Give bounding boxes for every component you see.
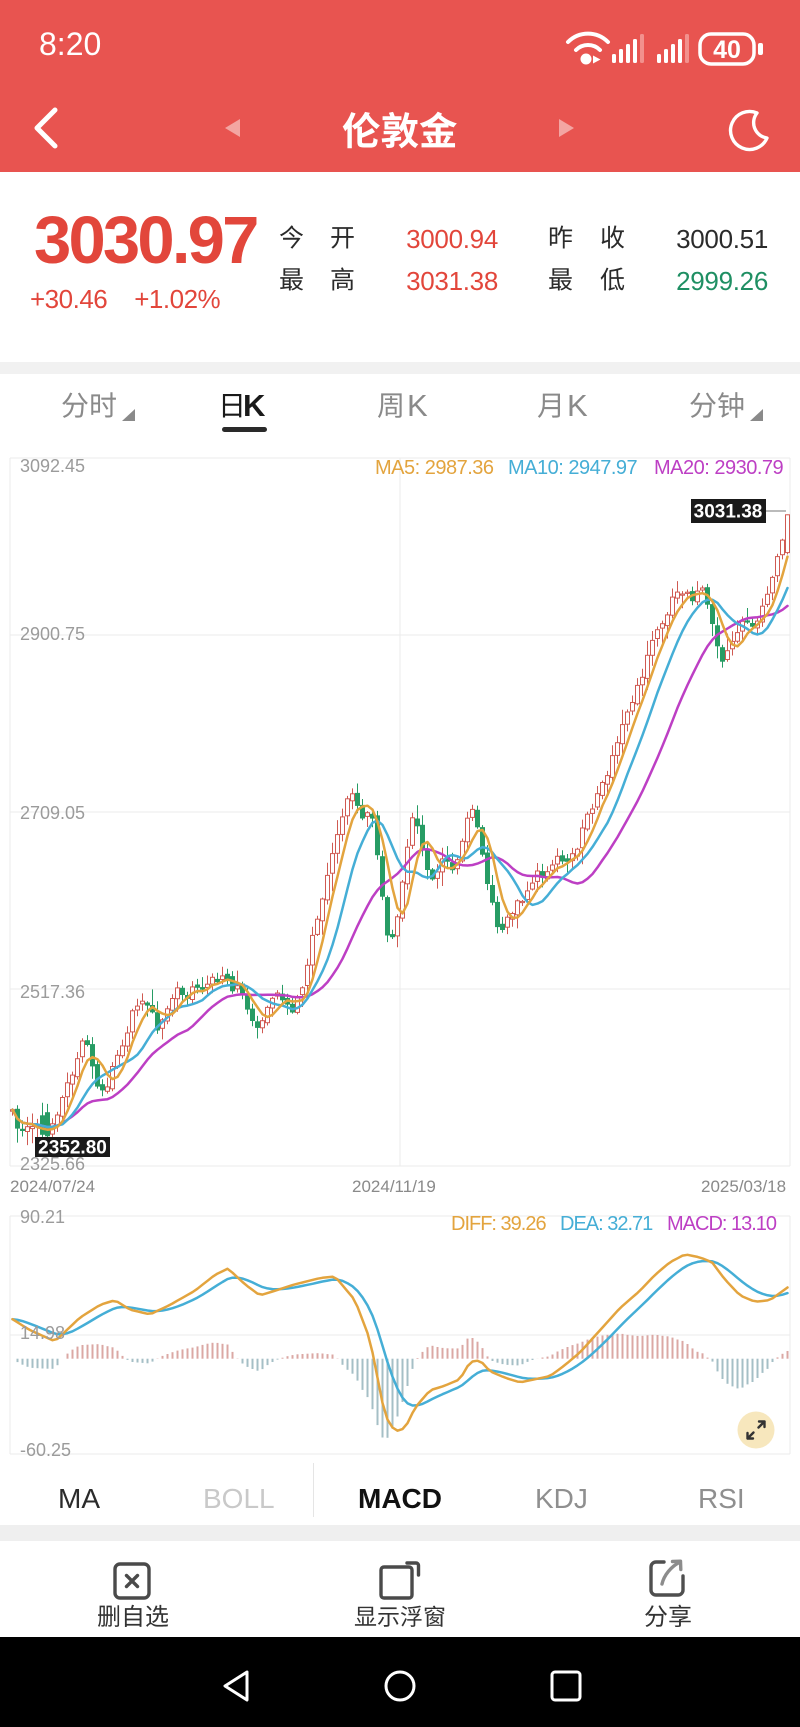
svg-text:40: 40 <box>713 36 741 64</box>
svg-text:2352.80: 2352.80 <box>38 1138 107 1159</box>
svg-text:3031.38: 3031.38 <box>694 502 763 523</box>
